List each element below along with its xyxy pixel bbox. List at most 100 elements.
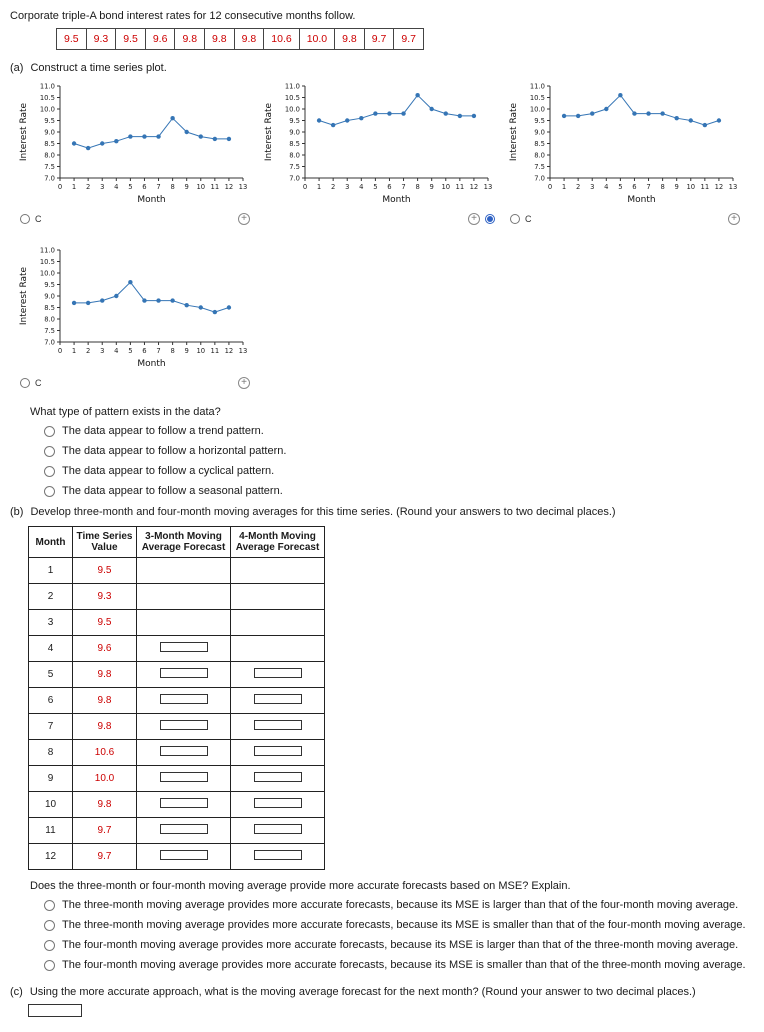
ma4-cell: [230, 557, 325, 584]
table-row: 10 9.8: [28, 791, 325, 818]
chart-option-radio-C[interactable]: [510, 214, 520, 224]
ma4-input-month-6[interactable]: [253, 694, 302, 705]
col-time-series-value: Time Series Value: [72, 526, 137, 558]
svg-text:9: 9: [185, 183, 189, 191]
svg-text:8.0: 8.0: [44, 151, 55, 159]
ma4-input-month-10[interactable]: [253, 798, 302, 809]
pattern-option-2[interactable]: The data appear to follow a horizontal p…: [44, 445, 754, 458]
table-row: 6 9.8: [28, 687, 325, 714]
chart-option-radio-A[interactable]: [20, 214, 30, 224]
mse-radio-3[interactable]: [44, 940, 55, 951]
mse-radio-2[interactable]: [44, 920, 55, 931]
pattern-option-1[interactable]: The data appear to follow a trend patter…: [44, 425, 754, 438]
zoom-icon[interactable]: +: [728, 213, 740, 225]
svg-text:11.0: 11.0: [40, 246, 55, 254]
chart-option-radio-B[interactable]: [485, 214, 495, 224]
pattern-option-4[interactable]: The data appear to follow a seasonal pat…: [44, 485, 754, 498]
svg-text:8: 8: [660, 183, 664, 191]
table-row: 3 9.5: [28, 609, 325, 636]
svg-text:9.5: 9.5: [44, 117, 55, 125]
ma3-cell: [136, 843, 231, 870]
time-series-plot: 7.07.58.08.59.09.510.010.511.00 1 2 3 4 5 6 7 8 9…: [19, 246, 247, 369]
mse-option-1[interactable]: The three-month moving average provides …: [44, 899, 754, 912]
time-series-value-cell: 9.5: [72, 609, 137, 636]
svg-text:10.5: 10.5: [285, 94, 300, 102]
svg-text:5: 5: [618, 183, 622, 191]
copyright-mark: C: [35, 214, 42, 224]
svg-text:7: 7: [646, 183, 650, 191]
svg-text:8: 8: [170, 347, 174, 355]
ma3-input-month-12[interactable]: [159, 850, 208, 861]
svg-text:7: 7: [401, 183, 405, 191]
pattern-radio-4[interactable]: [44, 486, 55, 497]
svg-text:4: 4: [114, 347, 118, 355]
mse-radio-1[interactable]: [44, 900, 55, 911]
ma4-cell: [230, 583, 325, 610]
part-c-heading: (c) Using the more accurate approach, wha…: [10, 986, 754, 998]
time-series-value-cell: 9.6: [72, 635, 137, 662]
ma3-input-month-6[interactable]: [159, 694, 208, 705]
chart-option-B: 7.0 7.5 8.0 8.5 9.0 9.5 10.0 10.5 11.0 0 1 2 3 4 5 6 7 8 9…: [261, 78, 501, 226]
pattern-radio-2[interactable]: [44, 446, 55, 457]
zoom-icon[interactable]: +: [468, 213, 480, 225]
pattern-radio-1[interactable]: [44, 426, 55, 437]
zoom-icon[interactable]: +: [238, 213, 250, 225]
ma4-input-month-9[interactable]: [253, 772, 302, 783]
pattern-radio-3[interactable]: [44, 466, 55, 477]
rate-value: 9.8: [204, 28, 235, 50]
svg-text:11: 11: [456, 183, 465, 191]
ma3-cell: [136, 635, 231, 662]
svg-text:9.5: 9.5: [44, 281, 55, 289]
mse-question: Does the three-month or four-month movin…: [30, 880, 571, 892]
intro-text: Corporate triple-A bond interest rates f…: [10, 10, 356, 22]
mse-options: The three-month moving average provides …: [10, 899, 754, 972]
zoom-icon[interactable]: +: [238, 377, 250, 389]
y-axis-label: Interest Rate: [509, 102, 519, 161]
svg-text:10.5: 10.5: [40, 94, 55, 102]
ma3-cell: [136, 661, 231, 688]
ma3-input-month-8[interactable]: [159, 746, 208, 757]
ma3-input-month-7[interactable]: [159, 720, 208, 731]
svg-text:8.5: 8.5: [289, 140, 300, 148]
mse-option-4[interactable]: The four-month moving average provides m…: [44, 959, 754, 972]
svg-text:5: 5: [373, 183, 377, 191]
mse-radio-4[interactable]: [44, 960, 55, 971]
table-row: 9 10.0: [28, 765, 325, 792]
svg-text:10: 10: [196, 183, 205, 191]
chart-option-radio-D[interactable]: [20, 378, 30, 388]
svg-text:9.5: 9.5: [534, 117, 545, 125]
ma3-input-month-5[interactable]: [159, 668, 208, 679]
ma4-input-month-8[interactable]: [253, 746, 302, 757]
ma4-cell: [230, 843, 325, 870]
svg-text:13: 13: [484, 183, 493, 191]
ma4-cell: [230, 791, 325, 818]
pattern-option-label: The data appear to follow a trend patter…: [62, 425, 264, 437]
table-row: 1 9.5: [28, 557, 325, 584]
svg-text:9: 9: [675, 183, 679, 191]
mse-option-label: The four-month moving average provides m…: [62, 959, 746, 971]
rates-table: 9.5 9.3 9.5 9.6 9.8 9.8 9.8 10.6 10.0 9.8 9.7 9.7: [56, 28, 424, 50]
time-series-plot: 7.07.58.08.59.09.510.010.511.00 1 2 3 4 5 6 7 8 9…: [19, 82, 247, 205]
table-row: 2 9.3: [28, 583, 325, 610]
ma4-cell: [230, 687, 325, 714]
pattern-option-3[interactable]: The data appear to follow a cyclical pat…: [44, 465, 754, 478]
table-row: 11 9.7: [28, 817, 325, 844]
svg-text:10: 10: [441, 183, 450, 191]
ma4-input-month-11[interactable]: [253, 824, 302, 835]
ma4-input-month-5[interactable]: [253, 668, 302, 679]
table-row: 8 10.6: [28, 739, 325, 766]
mse-option-2[interactable]: The three-month moving average provides …: [44, 919, 754, 932]
mse-option-3[interactable]: The four-month moving average provides m…: [44, 939, 754, 952]
part-a-label: (a): [10, 62, 24, 74]
ma3-input-month-4[interactable]: [159, 642, 208, 653]
ma4-input-month-7[interactable]: [253, 720, 302, 731]
ma3-input-month-10[interactable]: [159, 798, 208, 809]
forecast-input[interactable]: [28, 1004, 82, 1017]
ma3-input-month-9[interactable]: [159, 772, 208, 783]
ma4-input-month-12[interactable]: [253, 850, 302, 861]
ma3-input-month-11[interactable]: [159, 824, 208, 835]
copyright-mark: C: [525, 214, 532, 224]
svg-text:3: 3: [100, 183, 104, 191]
svg-text:10.0: 10.0: [530, 105, 545, 113]
